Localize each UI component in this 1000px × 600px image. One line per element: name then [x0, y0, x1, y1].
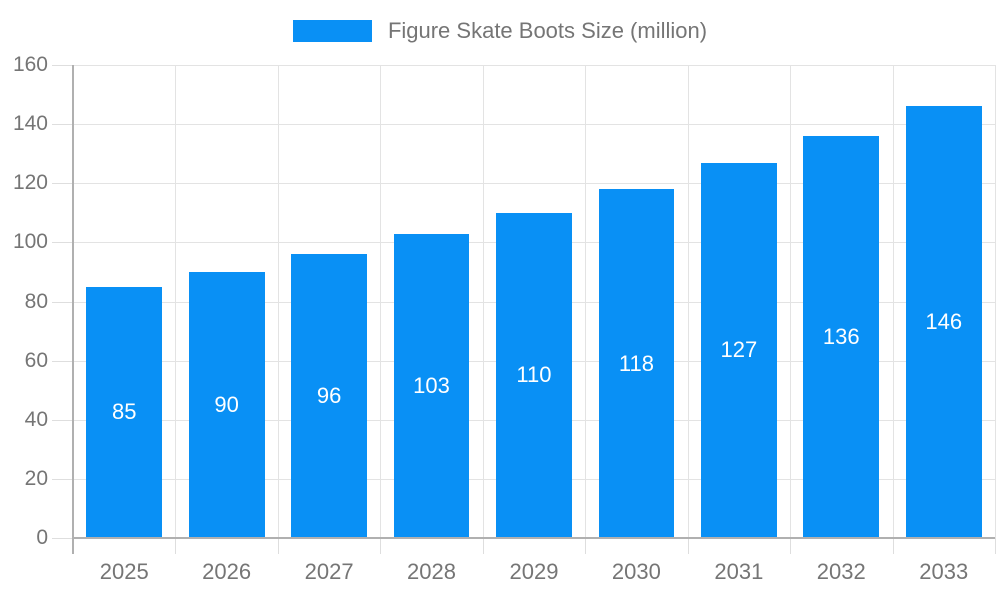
y-axis-label: 20 [24, 466, 48, 490]
y-tick [52, 124, 73, 126]
y-gridline [73, 65, 995, 66]
x-tick [380, 538, 382, 554]
x-axis-label: 2032 [816, 559, 866, 584]
x-tick [482, 538, 484, 554]
y-gridline [73, 183, 995, 185]
y-axis-label: 140 [12, 112, 48, 136]
y-axis-label: 80 [24, 289, 48, 313]
x-gridline [585, 65, 587, 538]
y-axis-label: 160 [12, 53, 48, 76]
chart-legend[interactable]: Figure Skate Boots Size (million) [0, 19, 1000, 43]
x-tick [277, 538, 279, 554]
x-axis-label: 2027 [304, 559, 354, 584]
x-tick [995, 538, 996, 554]
bar: 127 [700, 162, 777, 538]
bar-value-label: 96 [316, 383, 342, 409]
x-tick [585, 538, 587, 554]
bar-value-label: 136 [822, 323, 860, 349]
x-axis-label: 2025 [99, 559, 149, 584]
y-gridline [73, 124, 995, 126]
bar-value-label: 90 [214, 391, 239, 417]
x-axis-label: 2026 [202, 559, 252, 584]
y-tick [52, 242, 73, 244]
bar-slot: 90 [175, 65, 277, 538]
x-axis-line [73, 537, 995, 539]
bar-value-label: 146 [925, 309, 963, 335]
y-tick [52, 478, 73, 480]
x-axis-label: 2028 [407, 559, 456, 584]
y-axis-label: 0 [36, 526, 48, 549]
bar: 90 [188, 271, 265, 538]
y-tick [52, 301, 73, 303]
bar-slot: 110 [483, 65, 585, 538]
bar-slot: 136 [790, 65, 892, 538]
y-tick [52, 538, 73, 539]
bars-container: 85 90 96 103 110 118 127 136 146 [73, 65, 995, 538]
x-axis-labels: 2025 2026 2027 2028 2029 2030 2031 2032 2033 [73, 559, 995, 585]
x-gridline [892, 65, 894, 538]
x-axis-label: 2029 [509, 559, 559, 584]
y-tick [52, 419, 73, 421]
x-axis-label: 2033 [919, 559, 969, 584]
legend-label: Figure Skate Boots Size (million) [387, 18, 708, 43]
x-gridline [175, 65, 177, 538]
bar-value-label: 85 [111, 399, 137, 425]
x-axis-label: 2030 [611, 559, 661, 584]
bar: 118 [598, 189, 675, 538]
bar-slot: 96 [278, 65, 380, 538]
x-tick [175, 538, 177, 554]
bar-slot: 103 [380, 65, 482, 538]
y-axis-line [72, 65, 74, 554]
x-tick [790, 538, 792, 554]
bar: 96 [291, 254, 367, 538]
plot-area: 0 20 40 60 80 100 120 140 160 85 90 96 103 110 118 127… [13, 53, 996, 584]
bar: 103 [393, 233, 470, 538]
bar-slot: 85 [73, 65, 175, 538]
bar: 146 [905, 106, 982, 538]
y-axis-label: 60 [24, 348, 48, 372]
y-axis-label: 40 [24, 407, 48, 431]
y-tick [52, 183, 73, 185]
y-axis-label: 120 [12, 171, 48, 195]
bar: 110 [496, 212, 572, 538]
bar-slot: 118 [585, 65, 687, 538]
y-tick [52, 65, 73, 66]
x-gridline [790, 65, 792, 538]
y-tick [52, 360, 73, 362]
legend-swatch [292, 20, 372, 42]
x-axis-label: 2031 [714, 559, 764, 584]
x-gridline [687, 65, 689, 538]
x-gridline [995, 65, 996, 538]
y-axis-label: 100 [12, 230, 48, 254]
x-gridline [482, 65, 484, 538]
bar: 85 [86, 286, 163, 538]
bar-value-label: 127 [720, 337, 758, 363]
bar-slot: 127 [688, 65, 790, 538]
x-gridline [380, 65, 382, 538]
bar-value-label: 110 [516, 362, 552, 388]
bar-value-label: 103 [413, 372, 450, 398]
bar: 136 [803, 135, 880, 538]
bar-value-label: 118 [618, 350, 654, 376]
y-axis-labels: 0 20 40 60 80 100 120 140 160 [0, 53, 48, 549]
x-gridline [277, 65, 279, 538]
bar-slot: 146 [893, 65, 995, 538]
x-tick [892, 538, 894, 554]
x-tick [687, 538, 689, 554]
